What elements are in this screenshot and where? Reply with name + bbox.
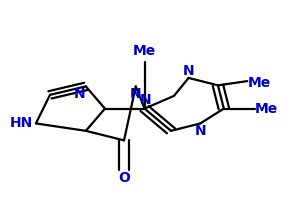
Text: Me: Me [255, 102, 278, 116]
Text: HN: HN [10, 117, 33, 130]
Text: N: N [140, 92, 152, 106]
Text: Me: Me [247, 76, 271, 90]
Text: Me: Me [133, 44, 156, 58]
Text: N: N [194, 124, 206, 138]
Text: N: N [130, 88, 142, 101]
Text: N: N [74, 87, 86, 101]
Text: O: O [118, 171, 130, 185]
Text: N: N [183, 64, 194, 78]
